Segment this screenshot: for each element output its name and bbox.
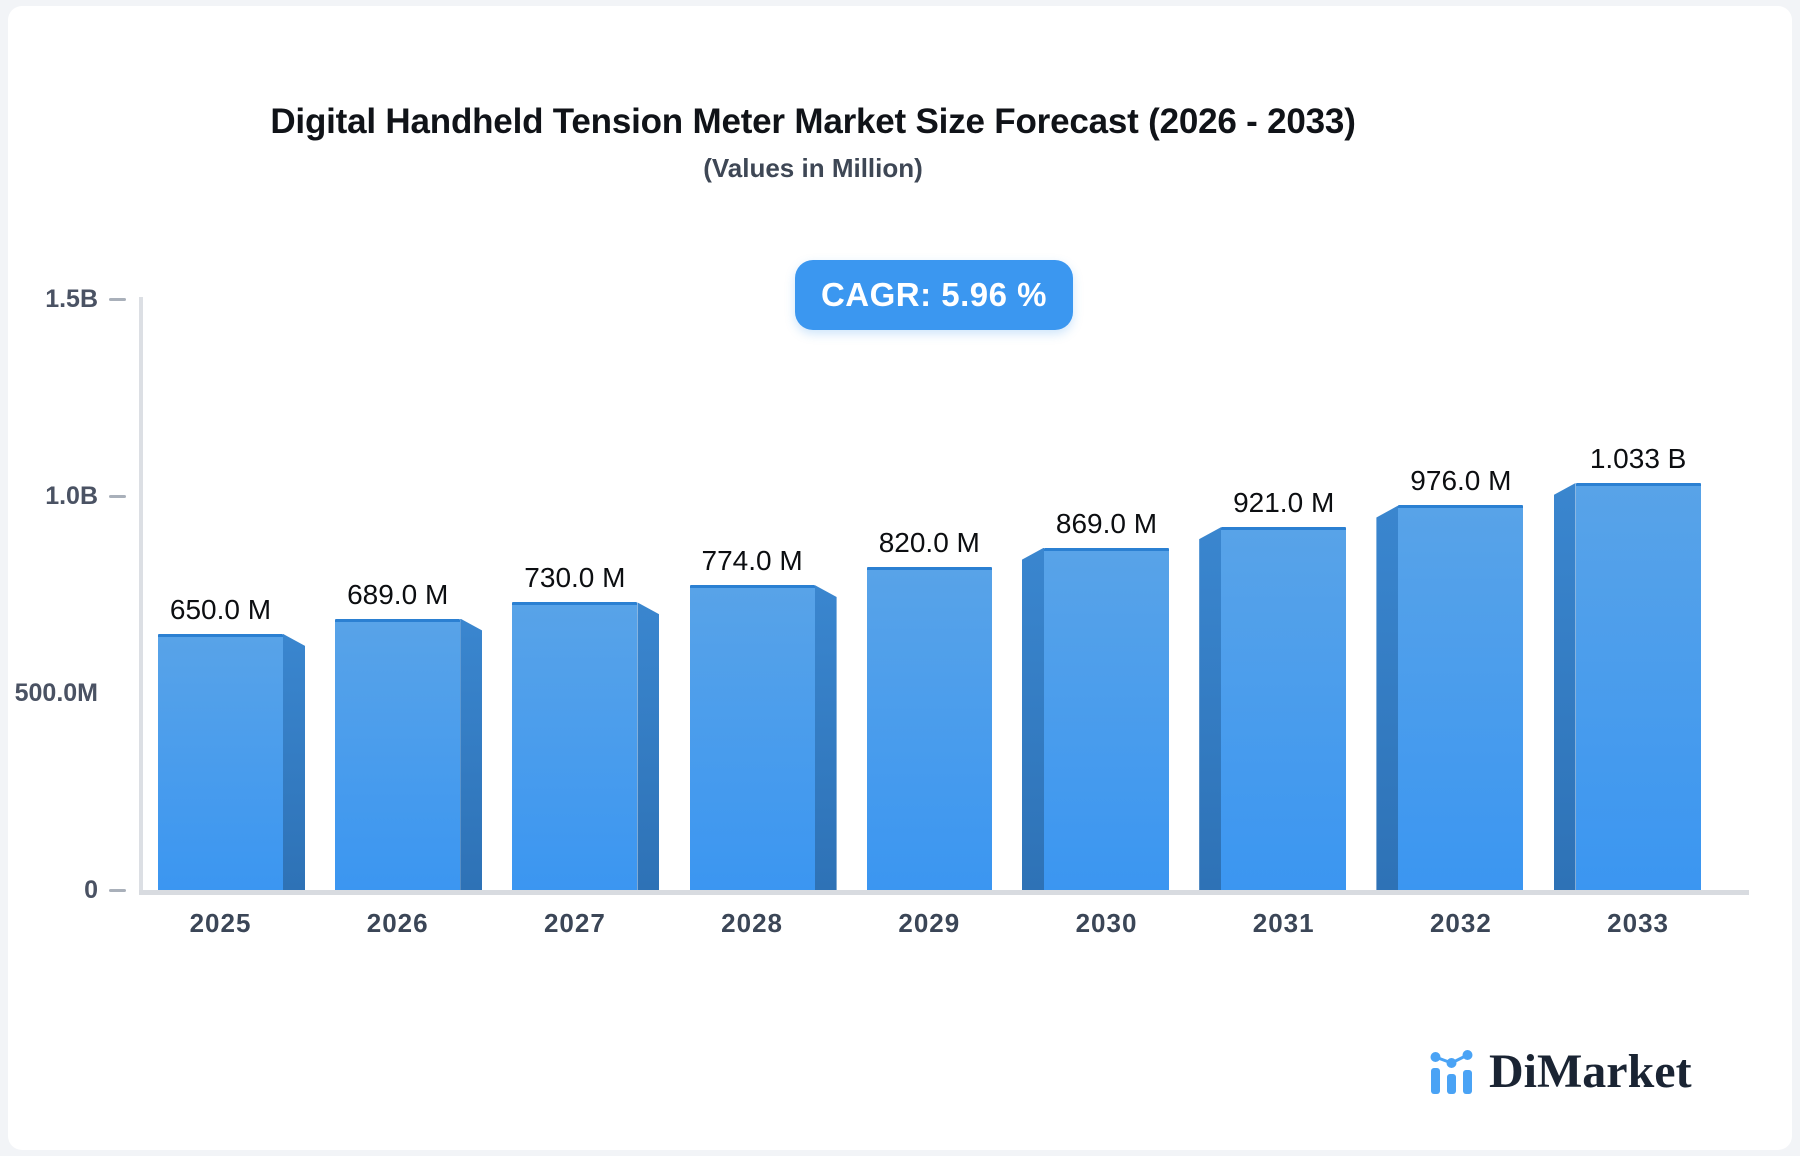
y-tick-mark <box>109 297 126 301</box>
bar-2031 <box>1221 527 1347 890</box>
bar-side-2033 <box>1553 482 1576 890</box>
y-tick-mark <box>109 494 126 498</box>
bar-value-label: 820.0 M <box>878 526 980 558</box>
bar-side-2032 <box>1376 505 1399 890</box>
x-axis-label: 2025 <box>189 908 252 938</box>
x-axis-label: 2031 <box>1252 908 1315 938</box>
x-axis-label: 2029 <box>898 908 961 938</box>
x-axis-label: 2027 <box>543 908 606 938</box>
bar-side-2027 <box>637 602 660 890</box>
bar-2027 <box>512 602 638 890</box>
bar-2029 <box>866 566 992 890</box>
x-axis-label: 2032 <box>1429 908 1492 938</box>
bar-value-label: 1.033 B <box>1589 442 1687 474</box>
bar-side-2026 <box>460 618 483 890</box>
bar-value-label: 650.0 M <box>169 593 272 625</box>
bar-2025 <box>158 633 283 890</box>
bar-2030 <box>1044 547 1169 890</box>
chart-subtitle: (Values in Million) <box>703 153 923 183</box>
bar-value-label: 730.0 M <box>524 562 626 594</box>
chart-title: Digital Handheld Tension Meter Market Si… <box>270 102 1356 141</box>
bar-value-label: 774.0 M <box>701 545 803 577</box>
bar-value-label: 689.0 M <box>347 578 449 610</box>
x-axis-baseline <box>139 890 1749 895</box>
cagr-badge-label: CAGR: 5.96 % <box>820 276 1048 313</box>
bar-value-label: 976.0 M <box>1410 465 1512 497</box>
x-axis-label: 2033 <box>1607 908 1670 938</box>
bar-value-label: 869.0 M <box>1055 507 1158 539</box>
bar-2033 <box>1575 482 1701 890</box>
x-axis-label: 2028 <box>721 908 784 938</box>
y-tick-label: 1.5B <box>45 285 98 313</box>
y-tick-mark <box>109 888 126 892</box>
y-tick-label: 0 <box>84 876 98 904</box>
bar-side-2025 <box>283 633 305 890</box>
x-axis-label: 2026 <box>366 908 429 938</box>
bar-side-2028 <box>814 585 837 890</box>
mini-bar-chart-logo-icon <box>1430 1050 1473 1094</box>
cagr-badge: CAGR: 5.96 % <box>795 260 1073 330</box>
bar-2028 <box>689 585 815 890</box>
y-tick-label: 1.0B <box>45 482 98 510</box>
x-axis-label: 2030 <box>1075 908 1138 938</box>
brand-logo: DiMarket <box>1428 1046 1692 1098</box>
bar-2026 <box>335 618 461 890</box>
bar-side-2031 <box>1199 527 1222 890</box>
bar-side-2030 <box>1022 547 1044 890</box>
y-tick-label: 500.0M <box>14 679 98 707</box>
chart-card: Digital Handheld Tension Meter Market Si… <box>8 6 1792 1150</box>
bar-2032 <box>1398 505 1524 890</box>
brand-logo-text: DiMarket <box>1489 1045 1692 1098</box>
bar-value-label: 921.0 M <box>1233 487 1335 519</box>
y-axis-line <box>139 297 143 892</box>
